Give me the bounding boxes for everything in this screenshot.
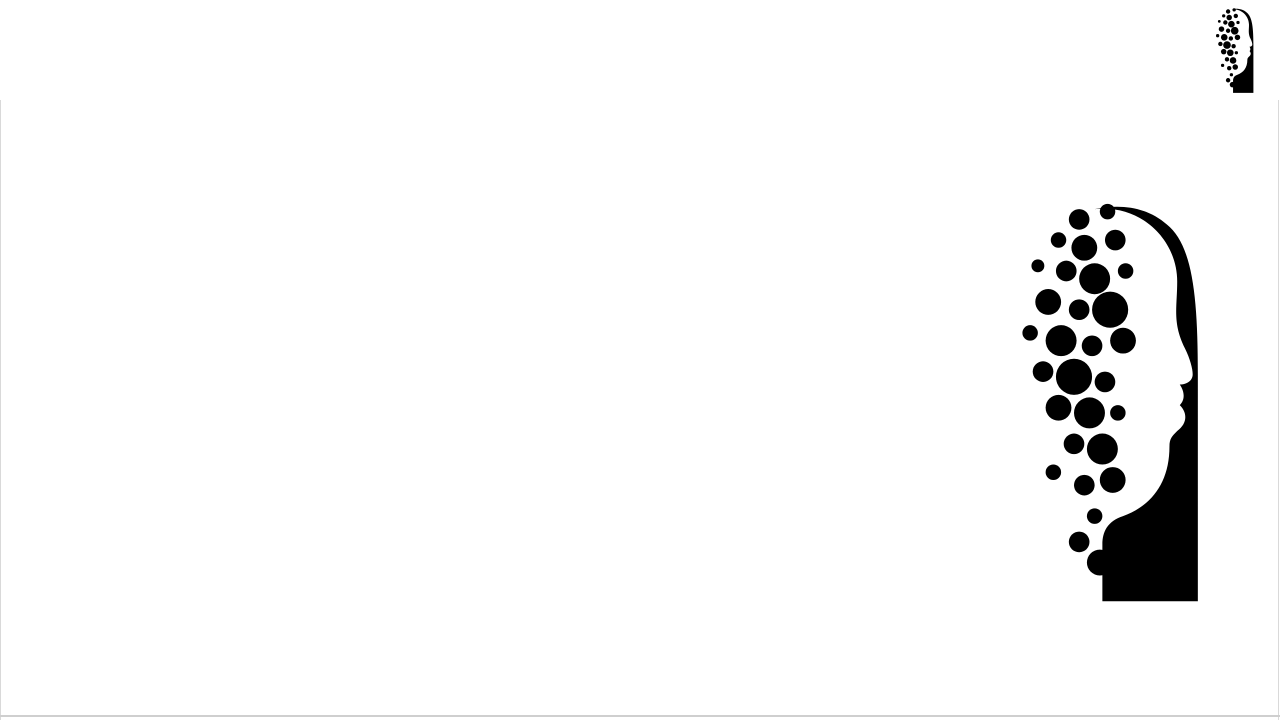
header xyxy=(0,0,1280,100)
left-border xyxy=(0,100,1,720)
footer-divider xyxy=(0,715,1280,717)
wise-guy-reports-logo xyxy=(1202,6,1270,94)
dotted-head-icon xyxy=(1216,8,1254,93)
logo-text xyxy=(1202,50,1208,51)
right-border xyxy=(1278,100,1279,720)
watermark-dotted-head-icon xyxy=(1022,203,1198,602)
plot-area xyxy=(0,100,1280,720)
